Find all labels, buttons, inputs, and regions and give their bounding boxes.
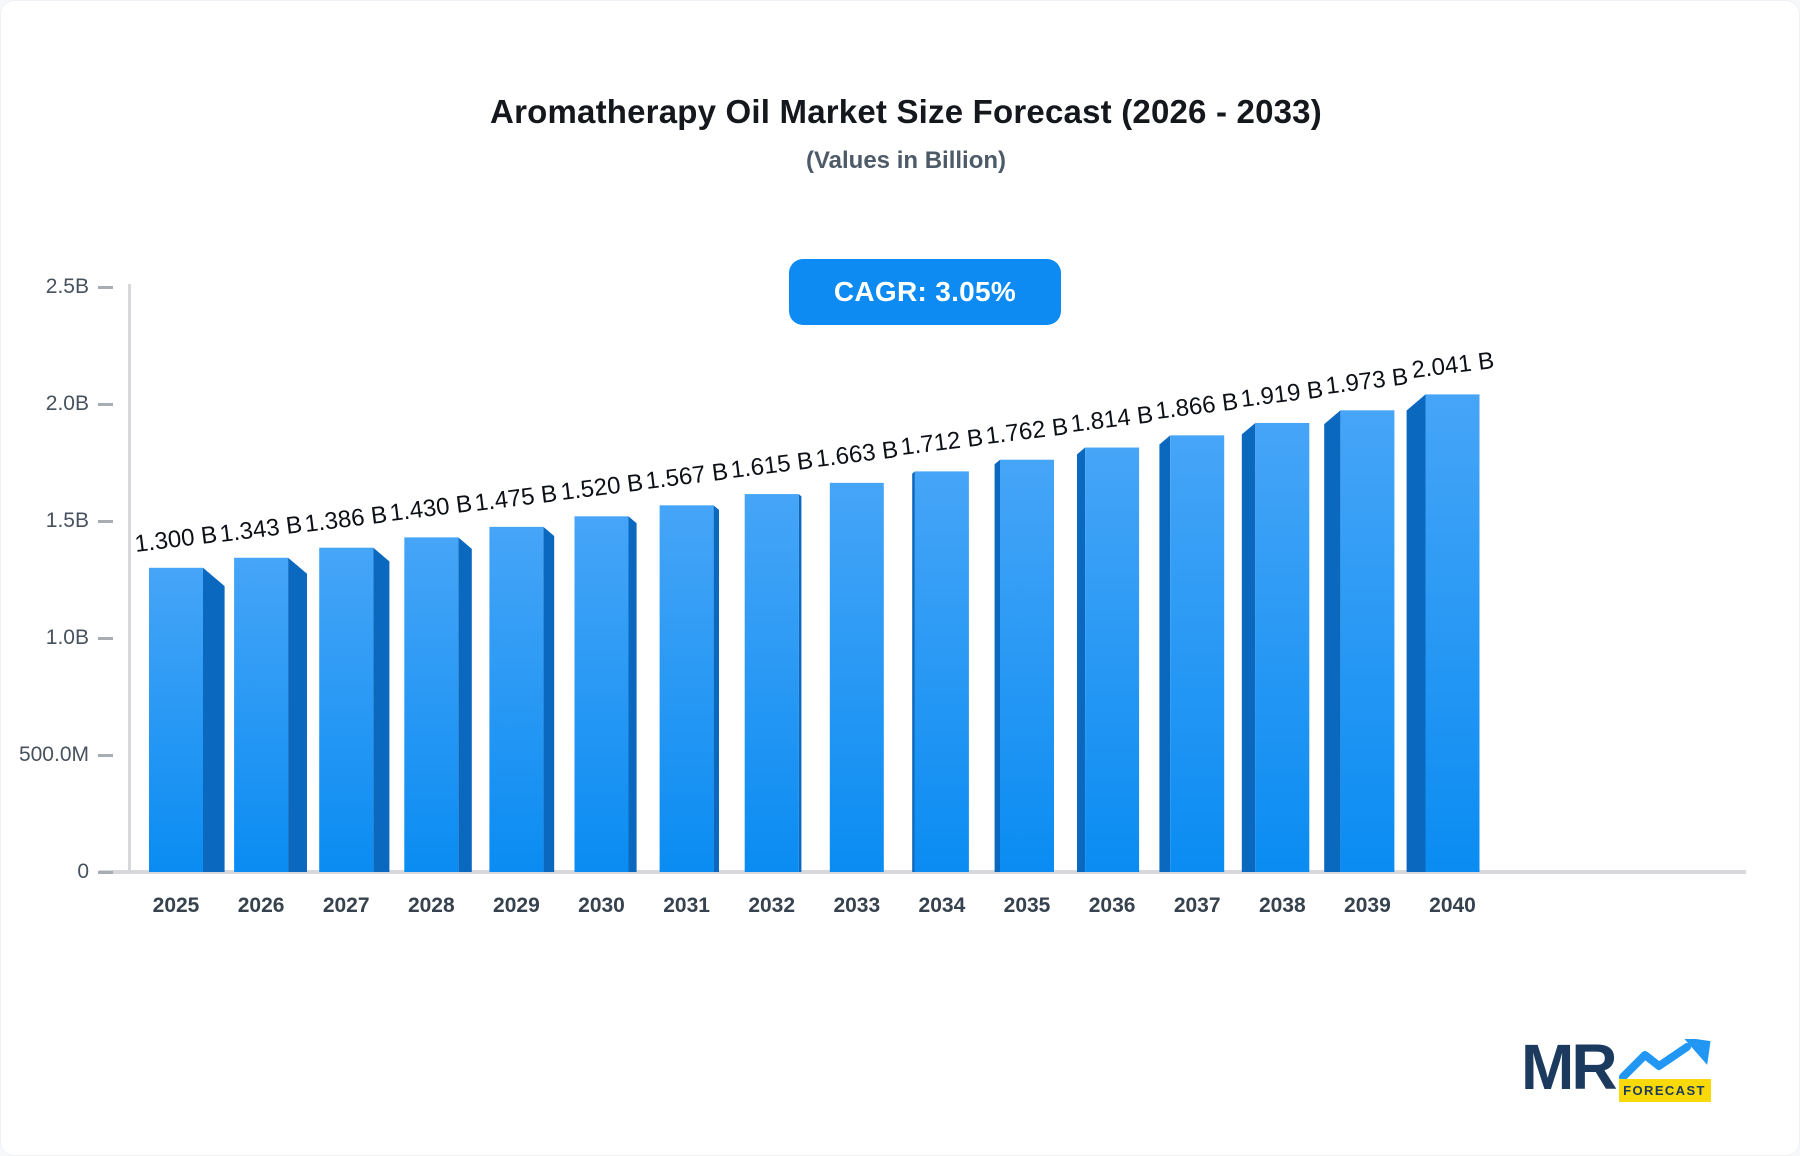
y-tick-label: 2.0B bbox=[45, 392, 89, 415]
bar-2029[interactable] bbox=[489, 526, 555, 872]
bar-2040[interactable] bbox=[1406, 394, 1480, 872]
x-tick-label: 2028 bbox=[407, 894, 455, 917]
bar-2026[interactable] bbox=[234, 557, 307, 872]
bar-2031[interactable] bbox=[659, 505, 719, 872]
x-tick-label: 2031 bbox=[663, 894, 710, 917]
brand-logo: MR FORECAST bbox=[1521, 1035, 1711, 1105]
y-tick-label: 1.0B bbox=[45, 626, 89, 649]
x-tick-label: 2030 bbox=[578, 894, 625, 917]
bar-side-face bbox=[1077, 447, 1086, 872]
x-tick-label: 2032 bbox=[748, 894, 796, 917]
x-tick-label: 2035 bbox=[1003, 894, 1051, 917]
x-tick-label: 2038 bbox=[1258, 894, 1306, 917]
bar-front-face bbox=[1170, 435, 1225, 872]
bar-side-face bbox=[1324, 410, 1341, 872]
x-tick-label: 2025 bbox=[152, 894, 200, 917]
y-tick-mark bbox=[98, 754, 113, 757]
bar-front-face bbox=[1085, 447, 1140, 872]
bar-2033[interactable] bbox=[829, 482, 884, 872]
bar-side-face bbox=[628, 516, 637, 872]
bar-side-face bbox=[912, 471, 915, 872]
bar-2025[interactable] bbox=[149, 567, 225, 872]
bar-2037[interactable] bbox=[1159, 435, 1225, 872]
bar-side-face bbox=[288, 557, 307, 872]
bar-front-face bbox=[829, 482, 884, 872]
x-tick-label: 2033 bbox=[833, 894, 881, 917]
bar-front-face bbox=[1425, 394, 1480, 872]
bar-side-face bbox=[543, 526, 555, 872]
bar-2036[interactable] bbox=[1077, 447, 1140, 872]
y-tick-mark bbox=[98, 403, 113, 406]
y-tick-mark bbox=[98, 286, 113, 289]
bar-front-face bbox=[234, 557, 289, 872]
x-tick-label: 2034 bbox=[918, 894, 966, 917]
bar-2034[interactable] bbox=[912, 471, 969, 872]
bar-2030[interactable] bbox=[574, 516, 637, 872]
y-tick-label: 2.5B bbox=[45, 275, 89, 298]
bar-front-face bbox=[149, 567, 203, 872]
bar-2027[interactable] bbox=[319, 547, 390, 872]
y-tick-label: 0 bbox=[77, 860, 89, 883]
chart-title: Aromatherapy Oil Market Size Forecast (2… bbox=[490, 93, 1322, 130]
x-tick-label: 2040 bbox=[1429, 894, 1476, 917]
x-tick-label: 2037 bbox=[1173, 894, 1221, 917]
bar-2028[interactable] bbox=[404, 537, 472, 872]
x-tick-label: 2036 bbox=[1088, 894, 1136, 917]
bar-front-face bbox=[914, 471, 969, 872]
logo-text: MR bbox=[1521, 1031, 1618, 1103]
bar-2038[interactable] bbox=[1241, 422, 1310, 872]
bar-front-face bbox=[489, 526, 544, 872]
bar-side-face bbox=[203, 567, 225, 872]
bar-front-face bbox=[574, 516, 629, 872]
bar-side-face bbox=[994, 459, 1000, 872]
bar-side-face bbox=[1406, 394, 1426, 872]
x-tick-label: 2029 bbox=[493, 894, 540, 917]
bar-side-face bbox=[1159, 435, 1171, 872]
bar-front-face bbox=[659, 505, 714, 872]
x-tick-label: 2027 bbox=[322, 894, 370, 917]
x-tick-label: 2039 bbox=[1344, 894, 1391, 917]
y-tick-label: 1.5B bbox=[45, 509, 89, 532]
bar-front-face bbox=[1000, 459, 1054, 872]
logo-forecast-label: FORECAST bbox=[1618, 1079, 1711, 1102]
bar-front-face bbox=[1340, 410, 1395, 872]
logo-right-block: FORECAST bbox=[1618, 1039, 1711, 1105]
bar-side-face bbox=[458, 537, 472, 872]
cagr-badge: CAGR: 3.05% bbox=[789, 259, 1061, 325]
trend-arrow-icon bbox=[1618, 1039, 1711, 1079]
y-tick-mark bbox=[98, 520, 113, 523]
bar-front-face bbox=[319, 547, 374, 872]
bar-side-face bbox=[713, 505, 719, 872]
chart-subtitle: (Values in Billion) bbox=[805, 147, 1007, 174]
bar-2035[interactable] bbox=[994, 459, 1054, 872]
bar-side-face bbox=[798, 494, 802, 872]
bar-side-face bbox=[1241, 422, 1256, 872]
bar-front-face bbox=[744, 494, 799, 872]
y-tick-mark bbox=[98, 637, 113, 640]
x-tick-label: 2026 bbox=[237, 894, 285, 917]
bar-side-face bbox=[373, 547, 390, 872]
y-tick-label: 500.0M bbox=[18, 743, 89, 766]
bar-front-face bbox=[1255, 422, 1310, 872]
bar-2032[interactable] bbox=[744, 494, 802, 872]
y-axis-line bbox=[128, 284, 131, 873]
bar-front-face bbox=[404, 537, 459, 872]
bar-2039[interactable] bbox=[1324, 410, 1395, 872]
y-tick-mark bbox=[98, 871, 113, 874]
